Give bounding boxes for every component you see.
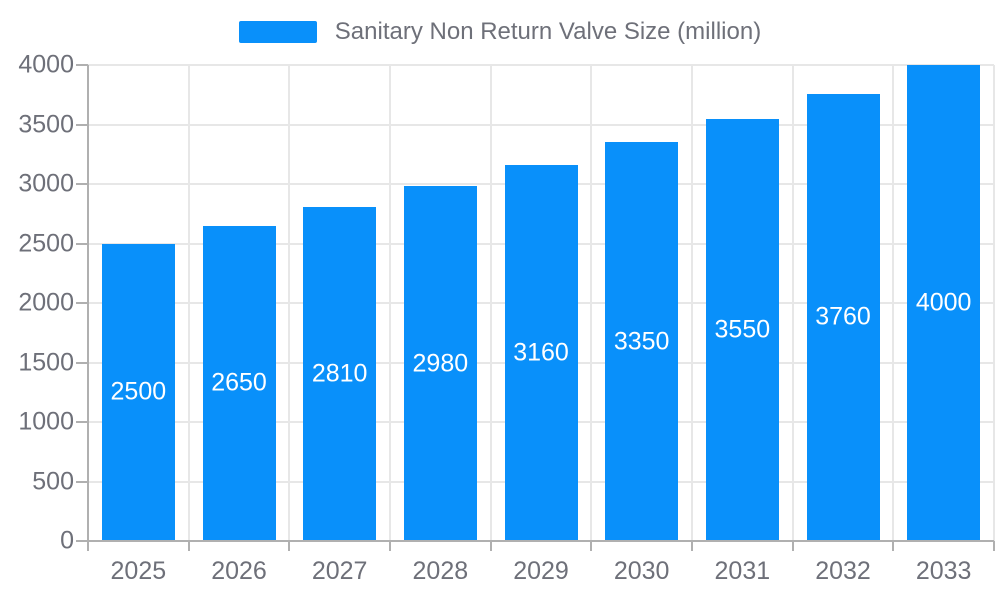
legend-label: Sanitary Non Return Valve Size (million): [334, 18, 762, 45]
bar: [505, 164, 578, 541]
y-tick-label: 2000: [18, 288, 74, 317]
bar-value-label: 2500: [110, 377, 167, 406]
v-gridline: [489, 65, 492, 541]
y-axis-tick: [76, 361, 88, 364]
x-tick-label: 2033: [915, 557, 972, 585]
y-axis-tick: [76, 123, 88, 126]
x-axis-tick: [993, 541, 995, 551]
y-axis-tick: [76, 242, 88, 245]
x-tick-label: 2028: [412, 557, 469, 585]
x-axis-line: [88, 540, 994, 542]
bar-value-label: 4000: [915, 288, 972, 317]
y-axis-tick: [76, 480, 88, 483]
bar-value-label: 3350: [613, 327, 670, 356]
x-axis-tick: [791, 541, 794, 551]
bar: [404, 186, 477, 541]
h-gridline: [88, 123, 994, 126]
y-tick-label: 2500: [18, 229, 74, 257]
y-axis-tick: [76, 64, 88, 66]
legend-swatch-icon: [238, 21, 317, 43]
bar: [303, 206, 376, 541]
y-tick-label: 3500: [18, 110, 74, 138]
x-tick-label: 2030: [613, 557, 670, 585]
x-tick-label: 2032: [815, 557, 871, 585]
x-axis-tick: [590, 541, 593, 551]
x-axis-tick: [691, 541, 693, 551]
bar: [102, 243, 175, 541]
x-axis-tick: [892, 541, 895, 551]
x-axis-tick: [187, 541, 190, 551]
v-gridline: [187, 65, 190, 541]
y-tick-label: 0: [60, 526, 74, 555]
y-tick-label: 4000: [18, 50, 74, 79]
y-axis-tick: [76, 183, 88, 185]
x-axis-tick: [87, 541, 89, 551]
x-axis-tick: [489, 541, 492, 551]
y-tick-label: 500: [32, 467, 74, 495]
v-gridline: [892, 65, 895, 541]
bar-value-label: 3160: [513, 338, 569, 367]
bar: [807, 93, 880, 541]
x-axis-tick: [389, 541, 391, 551]
bar: [203, 225, 276, 541]
x-tick-label: 2029: [513, 557, 569, 585]
bar: [907, 65, 980, 541]
v-gridline: [791, 65, 794, 541]
v-gridline: [691, 65, 693, 541]
bar-value-label: 2980: [412, 349, 469, 378]
bar: [706, 118, 779, 541]
y-axis-tick: [76, 302, 88, 304]
v-gridline: [288, 65, 291, 541]
y-axis-tick: [76, 540, 88, 542]
x-tick-label: 2031: [714, 557, 771, 585]
bar-value-label: 2810: [311, 359, 368, 388]
y-tick-label: 3000: [18, 169, 74, 198]
chart-legend[interactable]: Sanitary Non Return Valve Size (million): [0, 18, 1000, 46]
y-tick-label: 1500: [18, 348, 74, 376]
x-tick-label: 2026: [211, 557, 267, 585]
y-axis-tick: [76, 421, 88, 423]
v-gridline: [590, 65, 593, 541]
bar-value-label: 3550: [714, 315, 771, 344]
v-gridline: [993, 65, 995, 541]
bar-value-label: 2650: [211, 368, 267, 397]
y-axis-line: [87, 65, 89, 541]
h-gridline: [88, 64, 994, 66]
x-tick-label: 2025: [110, 557, 167, 585]
x-axis-tick: [288, 541, 291, 551]
x-tick-label: 2027: [311, 557, 368, 585]
bar-value-label: 3760: [815, 302, 871, 331]
y-tick-label: 1000: [18, 407, 74, 436]
v-gridline: [389, 65, 391, 541]
bar: [605, 142, 678, 541]
